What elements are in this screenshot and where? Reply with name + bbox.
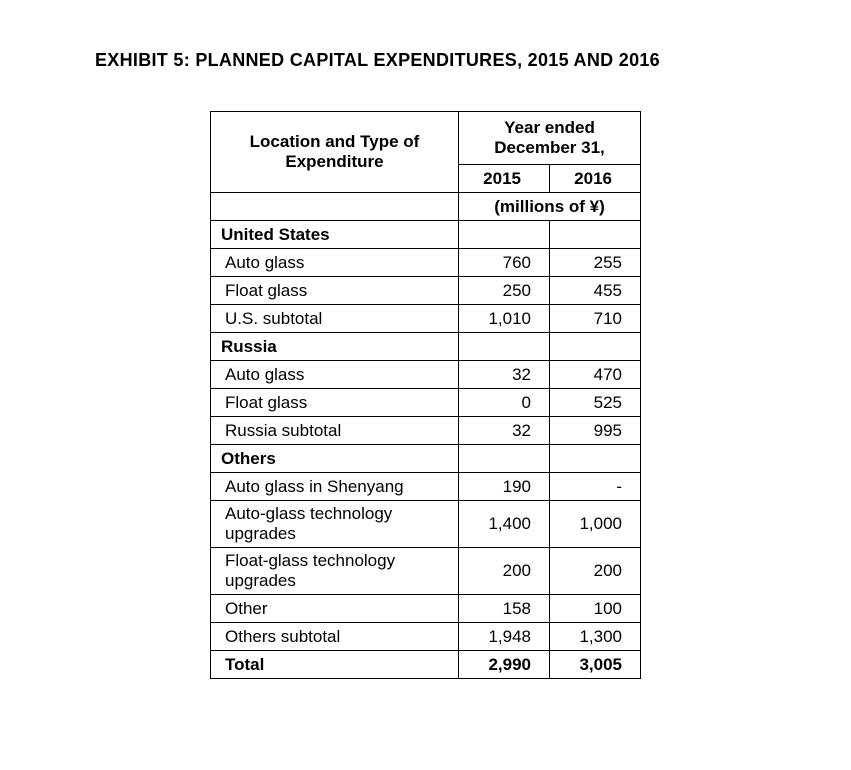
us-floatglass-row: Float glass 250 455 xyxy=(211,277,641,305)
header-units: (millions of ¥) xyxy=(459,193,641,221)
us-autoglass-2016: 255 xyxy=(550,249,641,277)
header-col2-line1: Year ended xyxy=(504,118,595,137)
others-other-row: Other 158 100 xyxy=(211,595,641,623)
russia-autoglass-2015: 32 xyxy=(459,361,550,389)
capex-table: Location and Type of Expenditure Year en… xyxy=(210,111,641,679)
us-heading: United States xyxy=(211,221,459,249)
header-location: Location and Type of Expenditure xyxy=(211,112,459,193)
others-floatupgrade-2015: 200 xyxy=(459,548,550,595)
russia-floatglass-label: Float glass xyxy=(211,389,459,417)
exhibit-title: EXHIBIT 5: PLANNED CAPITAL EXPENDITURES,… xyxy=(95,50,756,71)
russia-blank-2016 xyxy=(550,333,641,361)
header-2016: 2016 xyxy=(550,165,641,193)
us-floatglass-2015: 250 xyxy=(459,277,550,305)
others-shenyang-2016: - xyxy=(550,473,641,501)
others-autoupgrade-row: Auto-glass technology upgrades 1,400 1,0… xyxy=(211,501,641,548)
others-subtotal-row: Others subtotal 1,948 1,300 xyxy=(211,623,641,651)
header-col1-line2: Expenditure xyxy=(285,152,383,171)
us-subtotal-row: U.S. subtotal 1,010 710 xyxy=(211,305,641,333)
us-blank-2015 xyxy=(459,221,550,249)
russia-subtotal-label: Russia subtotal xyxy=(211,417,459,445)
russia-floatglass-2016: 525 xyxy=(550,389,641,417)
russia-floatglass-row: Float glass 0 525 xyxy=(211,389,641,417)
others-shenyang-2015: 190 xyxy=(459,473,550,501)
us-subtotal-2015: 1,010 xyxy=(459,305,550,333)
others-other-2016: 100 xyxy=(550,595,641,623)
us-autoglass-row: Auto glass 760 255 xyxy=(211,249,641,277)
others-other-2015: 158 xyxy=(459,595,550,623)
others-heading: Others xyxy=(211,445,459,473)
russia-subtotal-2015: 32 xyxy=(459,417,550,445)
others-autoupgrade-2016: 1,000 xyxy=(550,501,641,548)
others-floatupgrade-label: Float-glass technology upgrades xyxy=(211,548,459,595)
header-col1-line1: Location and Type of xyxy=(250,132,420,151)
us-floatglass-2016: 455 xyxy=(550,277,641,305)
header-row-1: Location and Type of Expenditure Year en… xyxy=(211,112,641,165)
others-shenyang-row: Auto glass in Shenyang 190 - xyxy=(211,473,641,501)
others-shenyang-label: Auto glass in Shenyang xyxy=(211,473,459,501)
others-autoupgrade-2015: 1,400 xyxy=(459,501,550,548)
us-heading-row: United States xyxy=(211,221,641,249)
total-2016: 3,005 xyxy=(550,651,641,679)
russia-heading: Russia xyxy=(211,333,459,361)
russia-autoglass-row: Auto glass 32 470 xyxy=(211,361,641,389)
russia-subtotal-2016: 995 xyxy=(550,417,641,445)
russia-blank-2015 xyxy=(459,333,550,361)
us-subtotal-label: U.S. subtotal xyxy=(211,305,459,333)
russia-autoglass-label: Auto glass xyxy=(211,361,459,389)
us-autoglass-label: Auto glass xyxy=(211,249,459,277)
total-2015: 2,990 xyxy=(459,651,550,679)
others-autoupgrade-label: Auto-glass technology upgrades xyxy=(211,501,459,548)
others-floatupgrade-2016: 200 xyxy=(550,548,641,595)
russia-floatglass-2015: 0 xyxy=(459,389,550,417)
russia-subtotal-row: Russia subtotal 32 995 xyxy=(211,417,641,445)
us-blank-2016 xyxy=(550,221,641,249)
us-autoglass-2015: 760 xyxy=(459,249,550,277)
russia-autoglass-2016: 470 xyxy=(550,361,641,389)
others-other-label: Other xyxy=(211,595,459,623)
header-col2-line2: December 31, xyxy=(494,138,605,157)
others-floatupgrade-row: Float-glass technology upgrades 200 200 xyxy=(211,548,641,595)
table-container: Location and Type of Expenditure Year en… xyxy=(95,111,756,679)
us-floatglass-label: Float glass xyxy=(211,277,459,305)
header-2015: 2015 xyxy=(459,165,550,193)
total-row: Total 2,990 3,005 xyxy=(211,651,641,679)
others-subtotal-2016: 1,300 xyxy=(550,623,641,651)
header-row-units: (millions of ¥) xyxy=(211,193,641,221)
others-subtotal-label: Others subtotal xyxy=(211,623,459,651)
russia-heading-row: Russia xyxy=(211,333,641,361)
others-subtotal-2015: 1,948 xyxy=(459,623,550,651)
others-blank-2015 xyxy=(459,445,550,473)
header-year: Year ended December 31, xyxy=(459,112,641,165)
others-heading-row: Others xyxy=(211,445,641,473)
units-blank xyxy=(211,193,459,221)
total-label: Total xyxy=(211,651,459,679)
others-blank-2016 xyxy=(550,445,641,473)
us-subtotal-2016: 710 xyxy=(550,305,641,333)
